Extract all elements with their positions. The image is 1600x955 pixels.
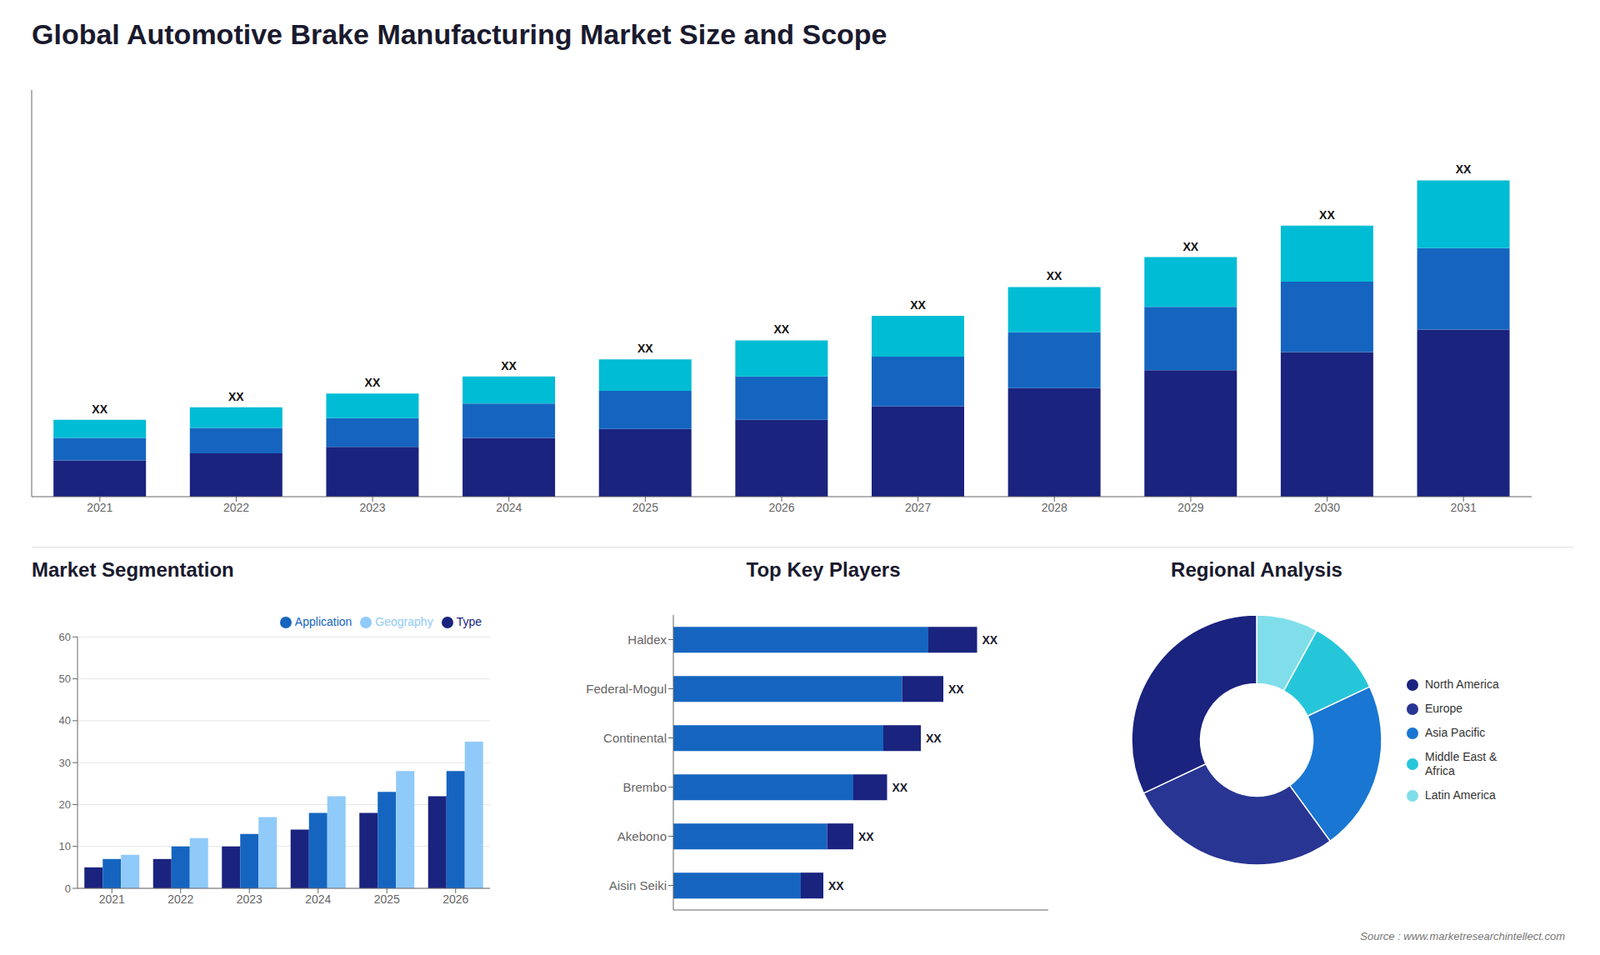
html-text:Europe: Europe (1425, 701, 1463, 715)
svg-text:XX: XX (982, 633, 999, 647)
svg-text:2025: 2025 (632, 500, 659, 515)
svg-text:50: 50 (59, 672, 71, 685)
svg-text:XX: XX (925, 731, 942, 745)
svg-text:60: 60 (59, 630, 71, 644)
svg-text:2028: 2028 (1041, 500, 1068, 515)
svg-text:XX: XX (1455, 162, 1472, 176)
svg-text:2023: 2023 (236, 892, 263, 906)
html-text:Application: Application (294, 615, 352, 629)
svg-text:Akebono: Akebono (617, 829, 667, 844)
svg-text:2022: 2022 (167, 892, 194, 906)
svg-text:Haldex: Haldex (627, 632, 667, 647)
svg-text:XX: XX (228, 390, 245, 404)
html-text:Source : www.marketresearchint: Source : www.marketresearchintellect.com (1360, 930, 1565, 943)
html-text:Asia Pacific: Asia Pacific (1425, 725, 1486, 740)
svg-text:2031: 2031 (1450, 500, 1477, 515)
svg-text:2024: 2024 (305, 892, 331, 906)
svg-text:2024: 2024 (495, 500, 522, 515)
html-text:Type: Type (456, 615, 482, 629)
svg-text:XX: XX (91, 402, 108, 416)
svg-text:Aisin Seiki: Aisin Seiki (609, 878, 667, 893)
svg-text:20: 20 (59, 798, 71, 811)
svg-text:XX: XX (774, 322, 790, 336)
svg-text:2027: 2027 (905, 500, 931, 515)
svg-text:Brembo: Brembo (622, 780, 667, 795)
svg-text:XX: XX (828, 879, 845, 893)
html-text:Geography: Geography (375, 615, 433, 629)
svg-text:XX: XX (500, 359, 517, 373)
svg-text:2029: 2029 (1177, 500, 1204, 515)
svg-text:2021: 2021 (86, 500, 113, 515)
svg-text:2023: 2023 (360, 500, 386, 515)
svg-text:XX: XX (892, 780, 909, 795)
svg-text:XX: XX (1046, 269, 1063, 283)
svg-text:2025: 2025 (374, 892, 400, 906)
svg-text:Continental: Continental (603, 730, 667, 745)
svg-text:2030: 2030 (1314, 500, 1340, 515)
svg-text:XX: XX (637, 341, 654, 355)
html-text:Market Segmentation: Market Segmentation (31, 558, 234, 581)
html-text:Global Automotive Brake Manufa: Global Automotive Brake Manufacturing Ma… (31, 18, 888, 50)
svg-text:30: 30 (59, 756, 71, 770)
svg-text:2022: 2022 (223, 500, 250, 515)
html-text:Regional Analysis: Regional Analysis (1170, 558, 1343, 581)
svg-text:2026: 2026 (768, 500, 795, 515)
svg-text:XX: XX (365, 375, 381, 390)
html-text:Top Key Players: Top Key Players (746, 558, 901, 581)
svg-text:2021: 2021 (99, 892, 125, 906)
svg-text:XX: XX (910, 298, 926, 312)
svg-text:10: 10 (59, 840, 71, 853)
svg-text:XX: XX (1182, 240, 1199, 254)
svg-text:40: 40 (59, 714, 71, 727)
html-text:North America: North America (1425, 677, 1499, 691)
svg-text:2026: 2026 (442, 892, 469, 906)
svg-text:XX: XX (1319, 208, 1335, 222)
svg-text:XX: XX (948, 682, 965, 696)
html-text:Africa: Africa (1425, 764, 1455, 778)
html-text:Middle East &: Middle East & (1425, 750, 1497, 764)
html-text:Latin America: Latin America (1425, 788, 1496, 802)
svg-text:0: 0 (65, 882, 71, 895)
svg-text:XX: XX (858, 830, 875, 844)
svg-text:Federal-Mogul: Federal-Mogul (585, 681, 667, 696)
